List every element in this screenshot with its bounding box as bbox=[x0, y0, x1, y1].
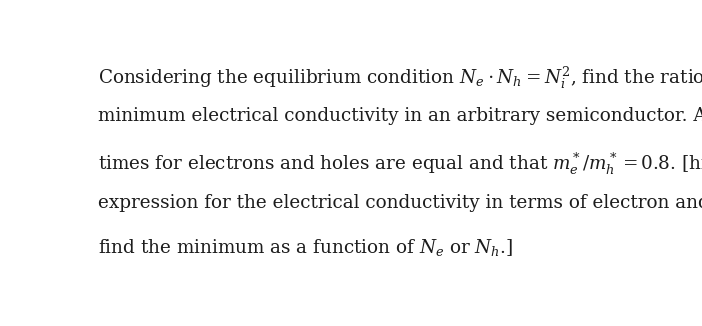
Text: Considering the equilibrium condition $N_e \cdot N_h = N_i^2$, find the ratio $N: Considering the equilibrium condition $N… bbox=[98, 64, 702, 91]
Text: expression for the electrical conductivity in terms of electron and hole concent: expression for the electrical conductivi… bbox=[98, 194, 702, 212]
Text: times for electrons and holes are equal and that $m_e^*/m_h^* = 0.8$. [hint: fir: times for electrons and holes are equal … bbox=[98, 151, 702, 177]
Text: find the minimum as a function of $N_e$ or $N_h$.]: find the minimum as a function of $N_e$ … bbox=[98, 237, 512, 258]
Text: minimum electrical conductivity in an arbitrary semiconductor. Assume that the s: minimum electrical conductivity in an ar… bbox=[98, 107, 702, 126]
